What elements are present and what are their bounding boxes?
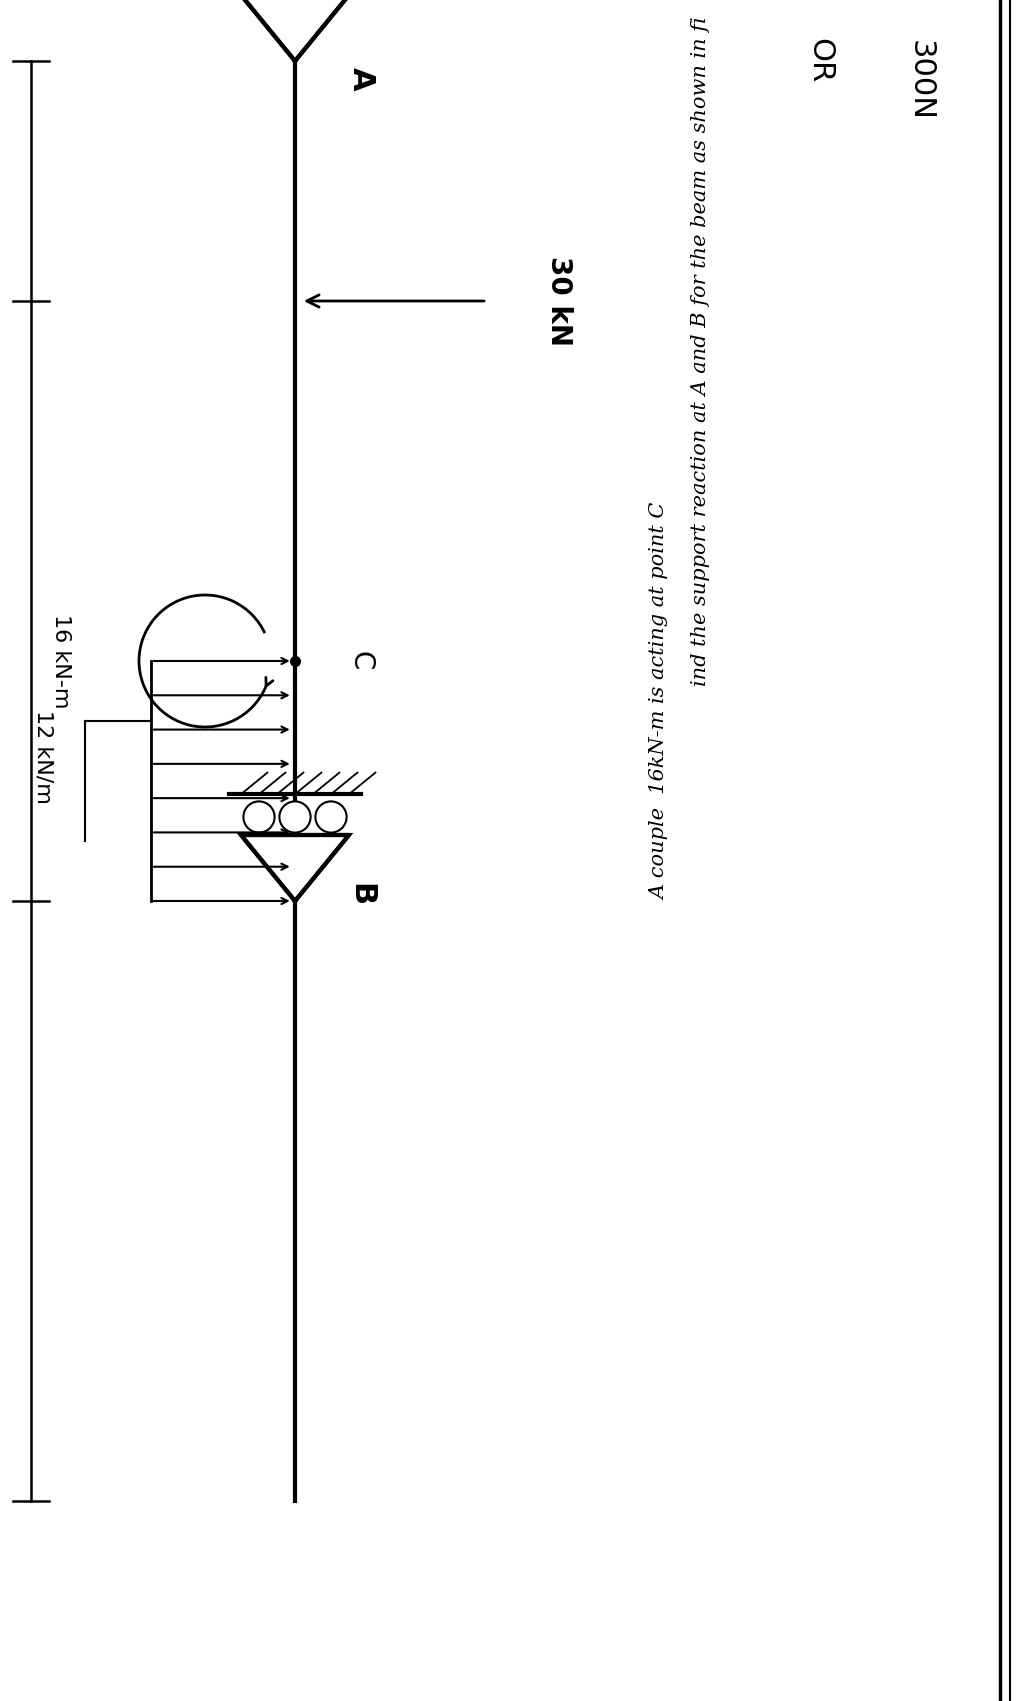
Text: 30 kN: 30 kN (545, 255, 573, 345)
Circle shape (244, 801, 274, 832)
Text: ind the support reaction at A and B for the beam as shown in fi: ind the support reaction at A and B for … (690, 17, 710, 686)
Text: C: C (347, 651, 375, 670)
Text: B: B (346, 883, 376, 907)
Polygon shape (241, 835, 349, 902)
Text: 12 kN/m: 12 kN/m (33, 709, 53, 805)
Text: 300N: 300N (905, 41, 935, 121)
Text: OR: OR (806, 39, 835, 83)
Circle shape (315, 801, 346, 832)
Circle shape (280, 801, 310, 832)
Polygon shape (241, 0, 349, 61)
Text: A couple  16kN-m is acting at point C: A couple 16kN-m is acting at point C (650, 502, 670, 900)
Text: A: A (346, 66, 376, 90)
Text: 16 kN-m: 16 kN-m (51, 614, 71, 708)
